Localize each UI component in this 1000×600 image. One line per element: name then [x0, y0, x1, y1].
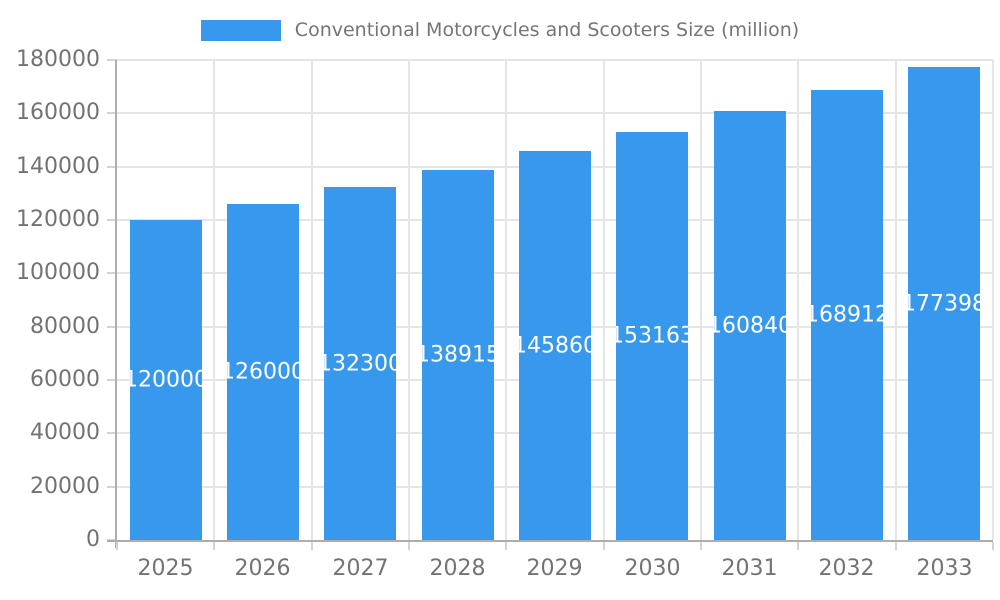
bar[interactable]: 168912	[811, 90, 883, 540]
bar[interactable]: 160840	[714, 111, 786, 540]
y-axis-label: 100000	[16, 260, 100, 286]
x-axis-tick	[311, 542, 313, 550]
plot-area: 120000 126000 132300 138915 145860 153163 1608…	[117, 59, 994, 540]
x-axis-tick	[213, 542, 215, 550]
y-axis-tick	[107, 59, 117, 61]
bar-value-label: 160840	[714, 313, 786, 338]
x-axis-tick	[992, 542, 994, 550]
vertical-gridline	[213, 60, 215, 540]
x-axis-tick	[603, 542, 605, 550]
y-axis-label: 160000	[16, 100, 100, 126]
x-axis-tick	[700, 542, 702, 550]
y-axis-tick	[107, 432, 117, 435]
legend[interactable]: Conventional Motorcycles and Scooters Si…	[0, 14, 1000, 46]
vertical-gridline	[797, 60, 799, 540]
y-axis-label: 140000	[16, 153, 100, 179]
y-axis-label: 80000	[30, 313, 100, 339]
y-axis-label: 40000	[30, 420, 100, 446]
x-axis-tick	[797, 542, 799, 550]
x-axis-tick	[408, 542, 410, 550]
bar-value-label: 168912	[811, 302, 883, 328]
y-axis-tick	[107, 379, 117, 381]
y-axis-label: 120000	[16, 207, 100, 232]
vertical-gridline	[992, 60, 994, 540]
vertical-gridline	[408, 60, 410, 540]
vertical-gridline	[603, 60, 605, 540]
bar-value-label: 120000	[130, 367, 202, 393]
bar[interactable]: 126000	[227, 204, 299, 540]
bar[interactable]: 153163	[616, 132, 688, 540]
y-axis-tick	[107, 485, 117, 488]
y-axis-label: 60000	[30, 367, 100, 392]
bar[interactable]: 132300	[324, 187, 396, 540]
legend-swatch	[200, 19, 281, 41]
vertical-gridline	[311, 60, 313, 540]
y-axis-label: 20000	[30, 473, 100, 499]
x-axis-label: 2027	[332, 556, 389, 581]
y-axis-tick	[107, 112, 117, 115]
bar-value-label: 132300	[324, 351, 396, 376]
x-axis-label: 2028	[429, 556, 486, 581]
vertical-gridline	[505, 60, 507, 540]
bar-value-label: 126000	[227, 359, 299, 385]
y-axis-tick	[107, 165, 117, 168]
y-axis-label: 180000	[16, 47, 100, 72]
bar[interactable]: 138915	[422, 170, 494, 540]
bar[interactable]: 177398	[908, 67, 980, 540]
bar-value-label: 138915	[422, 342, 494, 368]
bar-value-label: 177398	[908, 291, 980, 316]
y-axis-tick	[107, 272, 117, 275]
x-axis-label: 2029	[526, 556, 583, 581]
y-axis-label: 0	[86, 527, 100, 552]
vertical-gridline	[895, 60, 897, 540]
horizontal-gridline	[117, 59, 993, 61]
x-axis-tick	[895, 542, 897, 550]
bar[interactable]: 120000	[130, 220, 202, 540]
y-axis-tick	[107, 219, 117, 221]
y-axis-tick	[107, 325, 117, 328]
vertical-gridline	[700, 60, 702, 540]
x-axis-label: 2025	[137, 556, 194, 581]
bar[interactable]: 145860	[519, 151, 591, 540]
x-axis-tick	[116, 542, 118, 550]
x-axis-label: 2033	[916, 556, 973, 581]
horizontal-gridline	[117, 112, 993, 115]
x-axis-label: 2031	[721, 556, 778, 581]
x-axis-tick	[505, 542, 507, 550]
y-axis-line	[115, 60, 117, 548]
x-axis-line	[107, 540, 993, 542]
x-axis-label: 2032	[818, 556, 875, 581]
bar-value-label: 145860	[519, 333, 591, 358]
bar-value-label: 153163	[616, 323, 688, 349]
x-axis-label: 2026	[234, 556, 291, 581]
legend-label: Conventional Motorcycles and Scooters Si…	[294, 19, 800, 41]
x-axis-label: 2030	[624, 556, 681, 581]
